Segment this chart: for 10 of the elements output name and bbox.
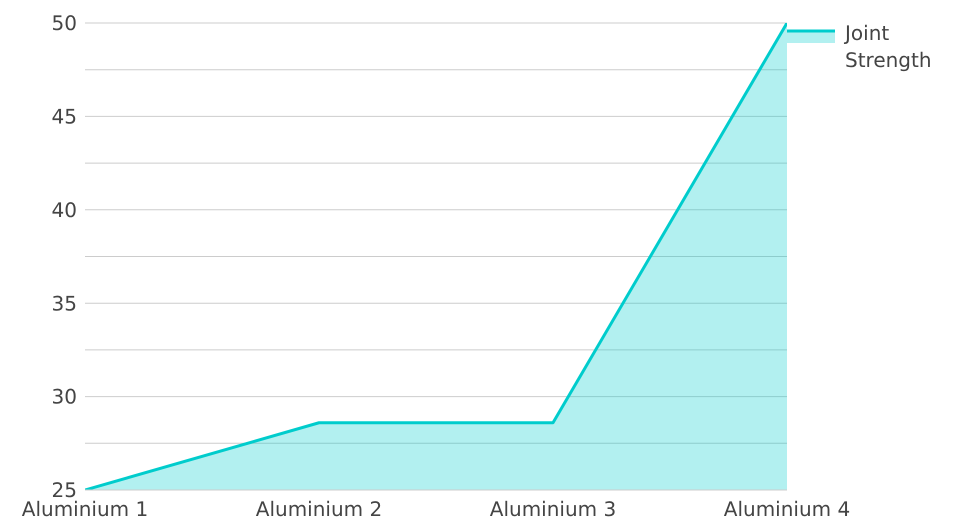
y-tick-label: 35 — [52, 291, 77, 316]
x-tick-label: Aluminium 2 — [256, 497, 382, 522]
x-tick-label: Aluminium 1 — [22, 497, 148, 522]
x-tick-label: Aluminium 3 — [490, 497, 616, 522]
legend-label: Joint Strength — [845, 20, 933, 74]
y-tick-label: 50 — [52, 11, 77, 36]
x-tick-label: Aluminium 4 — [724, 497, 850, 522]
y-tick-label: 40 — [52, 198, 77, 222]
y-tick-label: 30 — [52, 384, 77, 409]
y-tick-label: 45 — [52, 104, 77, 128]
